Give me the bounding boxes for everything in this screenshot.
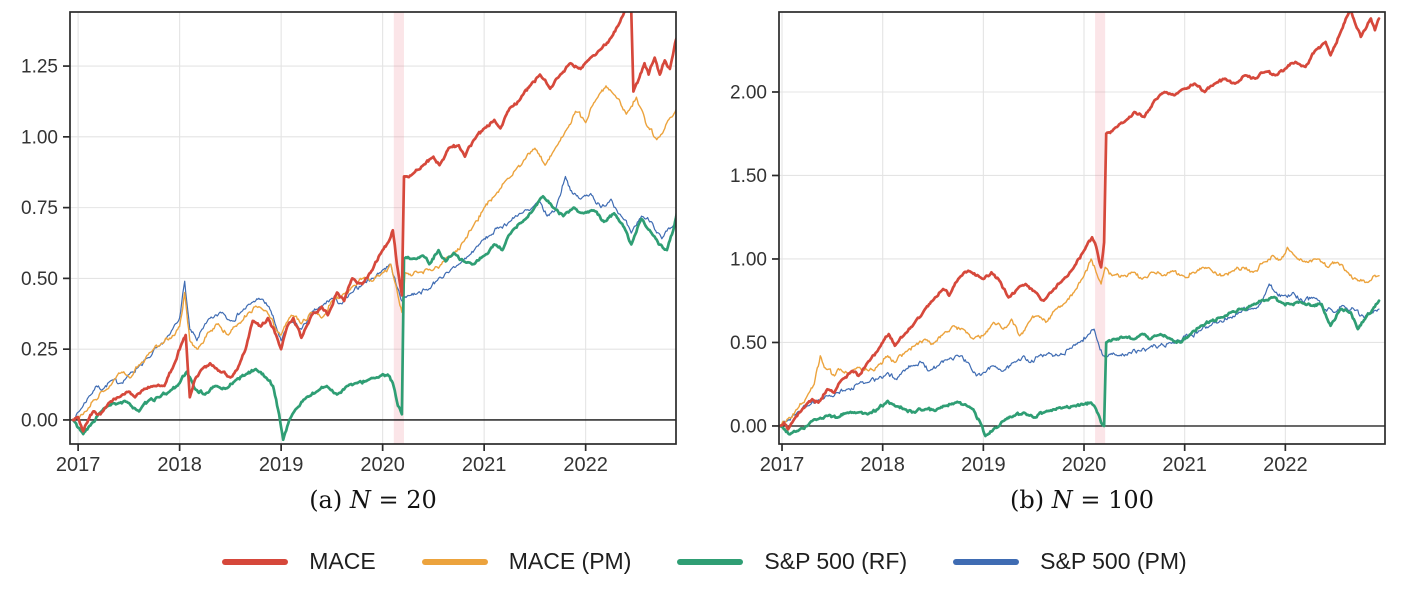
series-mace-pm-b (779, 246, 1380, 427)
x-tick-label: 2017 (56, 454, 101, 472)
caption-b-variable: N (1051, 486, 1073, 514)
x-tick-label: 2022 (1263, 454, 1308, 472)
y-tick-label: 2.00 (730, 82, 767, 103)
caption-b-value: = 100 (1080, 486, 1154, 514)
x-tick-label: 2018 (860, 454, 905, 472)
legend-item-mace: MACE (222, 548, 376, 575)
caption-panel-a: (a) N = 20 (309, 486, 437, 514)
legend-swatch-sp500-rf (677, 558, 744, 565)
series-mace-pm-a (72, 85, 676, 421)
y-tick-label: 0.50 (21, 269, 58, 290)
x-tick-label: 2022 (563, 454, 608, 472)
x-tick-label: 2018 (157, 454, 202, 472)
x-axis-a: 2017 2018 2019 2020 2021 2022 (56, 444, 608, 472)
gridlines-b (779, 12, 1385, 444)
x-tick-label: 2021 (462, 454, 507, 472)
series-sp500-rf-a (71, 194, 676, 442)
figure-chart-canvas: 2017 2018 2019 2020 2021 2022 0.00 0.25 0.50 0.75… (21, 11, 1386, 472)
legend-swatch-sp500-pm (953, 558, 1020, 565)
event-band-b (1095, 12, 1106, 444)
event-band-a (393, 12, 404, 444)
chart-panel-b: 2017 2018 2019 2020 2021 2022 0.00 0.50 1.00 1.50… (730, 11, 1386, 472)
caption-panel-b: (b) N = 100 (1010, 486, 1154, 514)
y-axis-b: 0.00 0.50 1.00 1.50 2.00 (730, 82, 779, 437)
series-sp500-rf-b (779, 295, 1381, 438)
caption-a-variable: N (349, 486, 371, 514)
legend-label-sp500-rf: S&P 500 (RF) (764, 548, 908, 574)
series-sp500-pm-b (779, 283, 1380, 427)
series-mace-a (71, 12, 676, 433)
legend-swatch-mace (222, 558, 289, 565)
legend-swatch-mace-pm (421, 558, 488, 565)
y-tick-label: 1.00 (730, 249, 767, 270)
y-tick-label: 1.00 (21, 127, 58, 148)
y-axis-a: 0.00 0.25 0.50 0.75 1.00 1.25 (21, 57, 70, 431)
y-tick-label: 0.50 (730, 333, 767, 354)
caption-a-value: = 20 (378, 486, 437, 514)
y-tick-label: 1.50 (730, 166, 767, 187)
legend-item-sp500-pm: S&P 500 (PM) (953, 548, 1187, 575)
chart-panel-a: 2017 2018 2019 2020 2021 2022 0.00 0.25 0.50 0.75… (21, 11, 677, 472)
x-axis-b: 2017 2018 2019 2020 2021 2022 (760, 444, 1308, 472)
x-tick-label: 2020 (360, 454, 405, 472)
x-tick-label: 2020 (1062, 454, 1107, 472)
y-tick-label: 0.00 (730, 416, 767, 437)
x-tick-label: 2019 (961, 454, 1006, 472)
legend-item-sp500-rf: S&P 500 (RF) (677, 548, 907, 575)
series-mace-b (779, 12, 1381, 431)
x-tick-label: 2017 (760, 454, 805, 472)
x-tick-label: 2021 (1162, 454, 1207, 472)
legend-item-mace-pm: MACE (PM) (421, 548, 632, 575)
panel-border-a (69, 11, 677, 445)
legend: MACE MACE (PM) S&P 500 (RF) S&P 500 (PM) (0, 548, 1409, 575)
x-tick-label: 2019 (259, 454, 304, 472)
legend-label-mace-pm: MACE (PM) (508, 548, 632, 574)
panel-border-b (778, 11, 1386, 445)
y-tick-label: 0.75 (21, 198, 58, 219)
y-tick-label: 1.25 (21, 57, 58, 78)
y-tick-label: 0.00 (21, 410, 58, 431)
legend-label-sp500-pm: S&P 500 (PM) (1040, 548, 1187, 574)
legend-label-mace: MACE (309, 548, 376, 574)
caption-a-prefix: (a) (309, 486, 343, 514)
y-tick-label: 0.25 (21, 340, 58, 361)
caption-b-prefix: (b) (1010, 486, 1045, 514)
